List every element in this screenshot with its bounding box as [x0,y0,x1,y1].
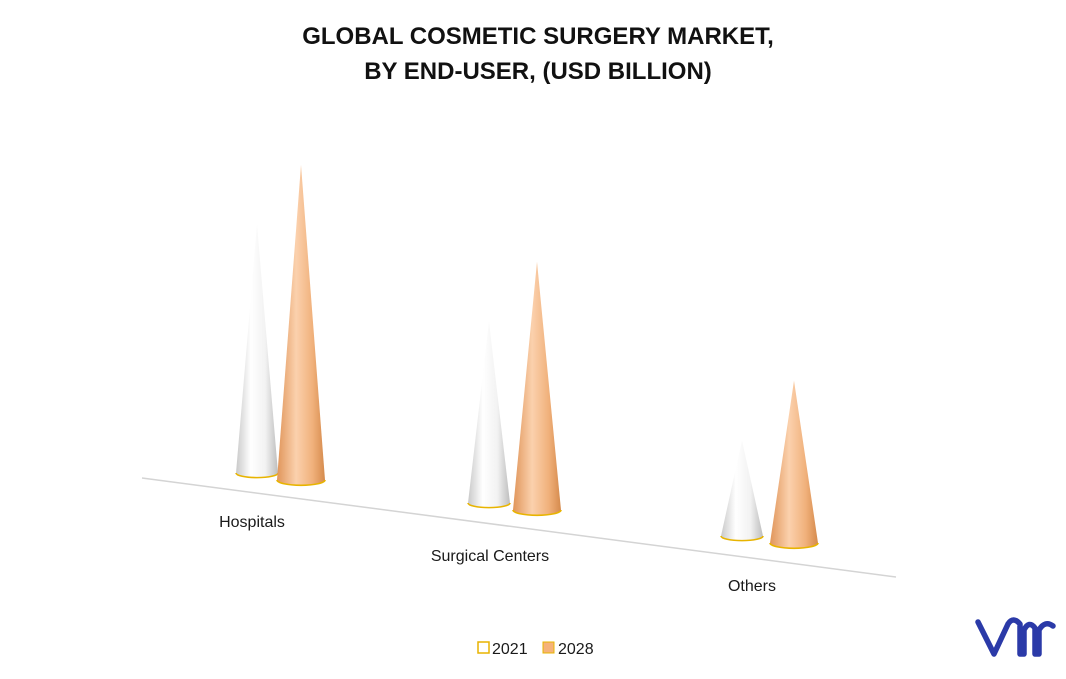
category-label-hospitals: Hospitals [219,514,285,531]
cone-base-2021-hospitals [235,472,279,479]
legend-swatch-2028 [542,641,555,654]
chart-title-line-2: BY END-USER, (USD BILLION) [364,58,712,85]
vmr-logo-mark [975,617,1056,657]
category-labels: Hospitals Surgical Centers Others [219,514,776,595]
category-label-others: Others [728,578,776,595]
cone-base-2028-hospitals [276,479,326,487]
cone-base-2021-surgical-centers [467,502,511,509]
vmr-logo: vmr [975,617,1056,657]
legend-label-2028: 2028 [558,641,594,658]
cone-2028-hospitals [277,164,325,486]
cone-2028-surgical-centers [513,261,561,516]
category-label-surgical-centers: Surgical Centers [431,548,549,565]
legend-label-2021: 2021 [492,641,528,658]
cone-2021-others [721,440,763,541]
cone-2021-surgical-centers [468,321,510,508]
chart-title-line-1: GLOBAL COSMETIC SURGERY MARKET, [302,23,774,50]
cone-2028-others [770,380,818,549]
floor-line [141,477,897,578]
cone-base-2028-surgical-centers [512,509,562,517]
legend-swatch-2021 [477,641,490,654]
cones-group [235,164,819,550]
cone-base-2021-others [720,535,764,542]
legend: 2021 2028 [477,641,594,658]
cone-base-2028-others [769,542,819,550]
cone-2021-hospitals [236,224,278,478]
